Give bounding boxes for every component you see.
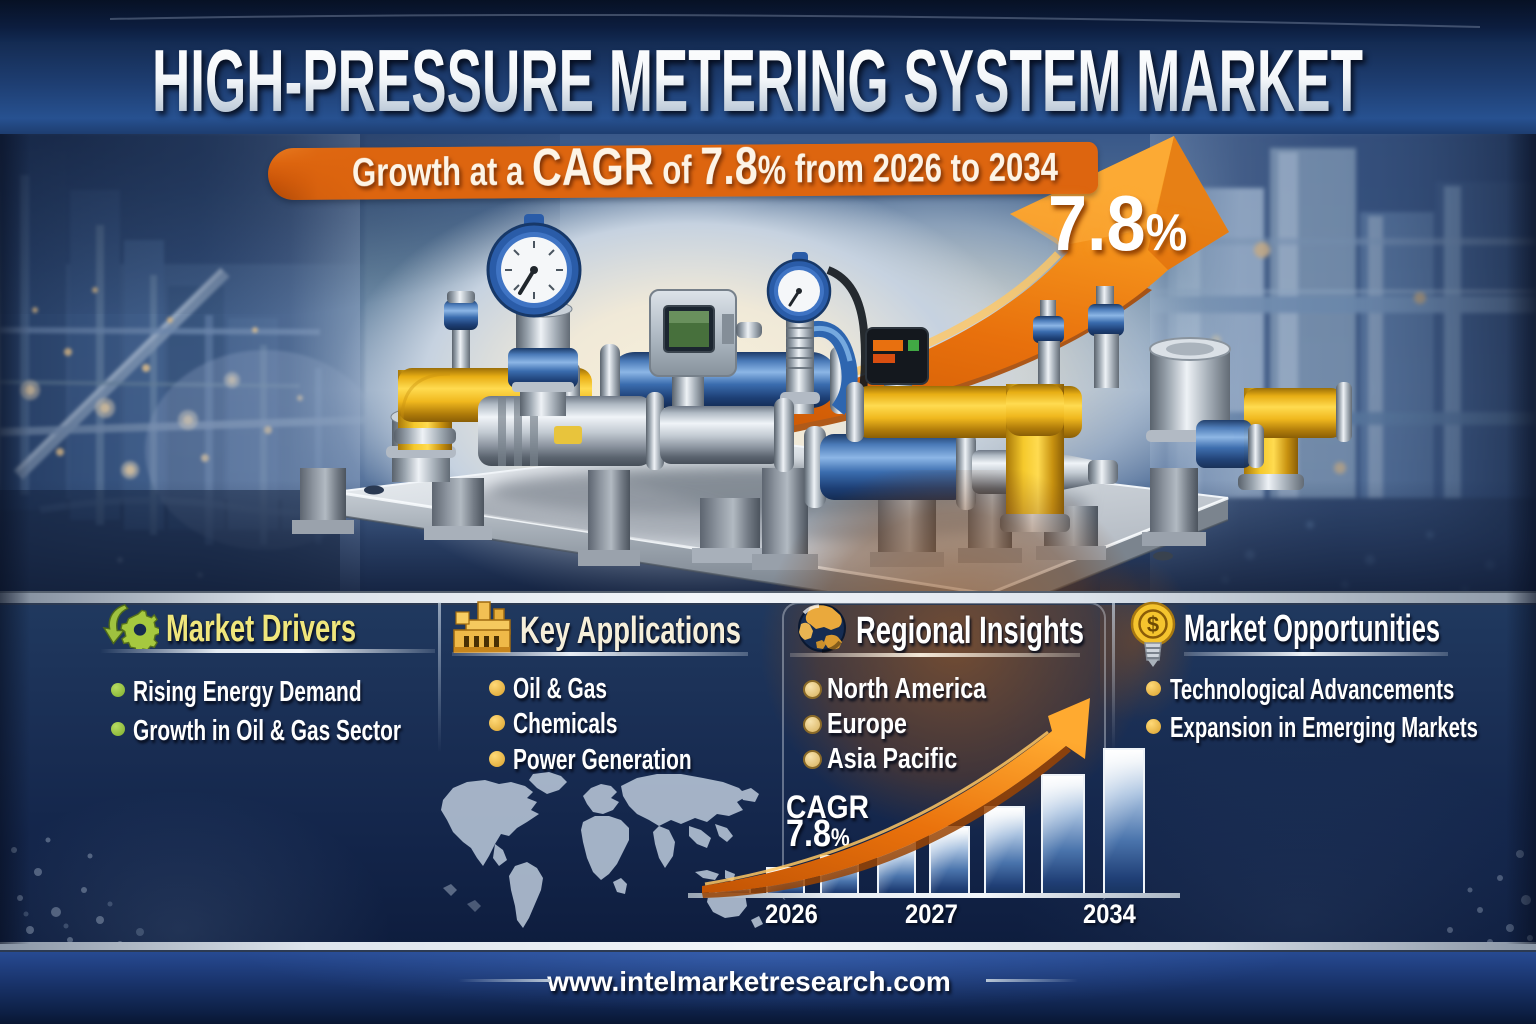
- svg-text:$: $: [1147, 612, 1159, 637]
- svg-text:HIGH-PRESSURE METERING SYSTEM: HIGH-PRESSURE METERING SYSTEM MARKET: [152, 31, 1363, 130]
- svg-text:Growth at a CAGR of 7.8% from: Growth at a CAGR of 7.8% from 2026 to 20…: [352, 134, 1059, 199]
